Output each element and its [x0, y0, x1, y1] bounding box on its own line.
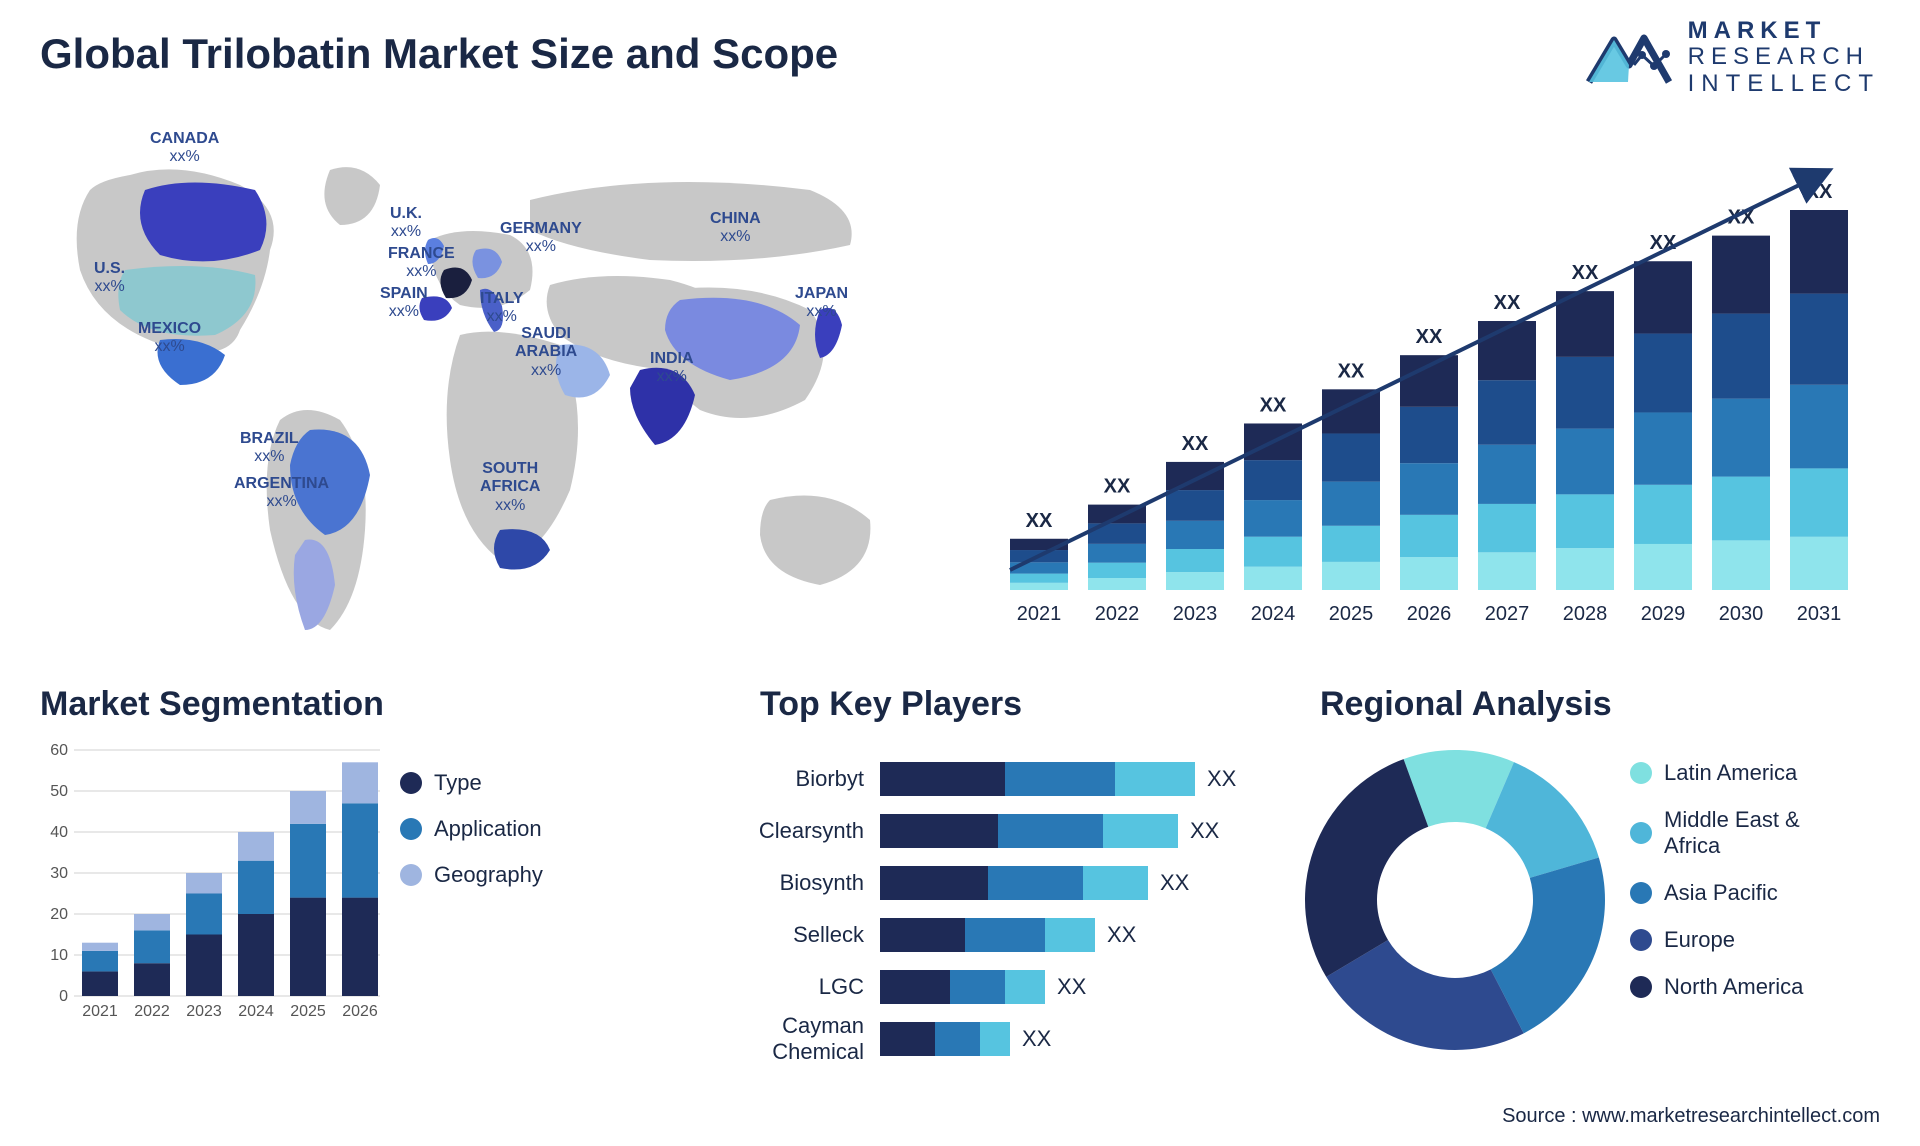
segmentation-title: Market Segmentation	[40, 685, 640, 724]
svg-text:2021: 2021	[1017, 603, 1062, 625]
svg-text:2028: 2028	[1563, 603, 1608, 625]
key-player-row: ClearsynthXX	[700, 807, 1300, 855]
svg-text:XX: XX	[1104, 476, 1131, 498]
svg-text:60: 60	[50, 742, 68, 759]
map-country-label: ITALYxx%	[480, 290, 524, 327]
svg-text:2027: 2027	[1485, 603, 1530, 625]
svg-text:50: 50	[50, 783, 68, 800]
logo-icon	[1584, 20, 1674, 96]
map-country-label: SOUTHAFRICAxx%	[480, 460, 540, 515]
map-country-label: INDIAxx%	[650, 350, 694, 387]
svg-text:XX: XX	[1338, 360, 1365, 382]
map-country-label: U.S.xx%	[94, 260, 125, 297]
svg-text:2029: 2029	[1641, 603, 1686, 625]
regional-legend-item: Asia Pacific	[1630, 880, 1803, 905]
regional-legend: Latin America Middle East &Africa Asia Pac…	[1630, 760, 1803, 1022]
svg-text:30: 30	[50, 865, 68, 882]
svg-text:10: 10	[50, 947, 68, 964]
map-country-label: BRAZILxx%	[240, 430, 299, 467]
map-country-label: SAUDIARABIAxx%	[515, 325, 577, 380]
svg-text:2021: 2021	[82, 1003, 118, 1020]
svg-text:2026: 2026	[1407, 603, 1452, 625]
segmentation-chart: 0 10 20 30 40 50 60 2021 2022 2023 2024 2025 2026	[40, 740, 380, 1050]
logo-line1: MARKET	[1688, 18, 1880, 44]
svg-text:XX: XX	[1026, 510, 1053, 532]
map-country-label: FRANCExx%	[388, 245, 455, 282]
key-players-title: Top Key Players	[760, 685, 1310, 724]
svg-text:0: 0	[59, 988, 68, 1005]
regional-legend-item: Latin America	[1630, 760, 1803, 785]
svg-text:XX: XX	[1416, 326, 1443, 348]
map-country-label: CANADAxx%	[150, 130, 219, 167]
map-country-label: U.K.xx%	[390, 205, 422, 242]
svg-text:2025: 2025	[1329, 603, 1374, 625]
svg-text:2031: 2031	[1797, 603, 1842, 625]
svg-text:XX: XX	[1260, 394, 1287, 416]
map-country-label: ARGENTINAxx%	[234, 475, 329, 512]
svg-text:2024: 2024	[238, 1003, 274, 1020]
key-player-row: LGCXX	[700, 963, 1300, 1011]
svg-text:XX: XX	[1182, 433, 1209, 455]
segmentation-legend-item: Type	[400, 770, 543, 796]
regional-donut	[1300, 745, 1610, 1055]
key-player-row: BiosynthXX	[700, 859, 1300, 907]
key-players-chart: BiorbytXXClearsynthXXBiosynthXXSelleckXX…	[700, 755, 1300, 1067]
source-text: Source : www.marketresearchintellect.com	[1502, 1105, 1880, 1128]
regional-legend-item: North America	[1630, 974, 1803, 999]
key-player-row: SelleckXX	[700, 911, 1300, 959]
page-title: Global Trilobatin Market Size and Scope	[40, 30, 838, 78]
svg-text:XX: XX	[1572, 262, 1599, 284]
svg-text:20: 20	[50, 906, 68, 923]
key-player-row: Cayman ChemicalXX	[700, 1015, 1300, 1063]
brand-logo: MARKET RESEARCH INTELLECT	[1584, 18, 1880, 97]
regional-legend-item: Europe	[1630, 927, 1803, 952]
world-map: CANADAxx% U.S.xx% MEXICOxx% BRAZILxx% ARGENT…	[30, 130, 900, 660]
logo-line2: RESEARCH	[1688, 44, 1880, 70]
logo-line3: INTELLECT	[1688, 71, 1880, 97]
segmentation-legend: Type Application Geography	[400, 770, 543, 908]
segmentation-legend-item: Application	[400, 816, 543, 842]
svg-text:2025: 2025	[290, 1003, 326, 1020]
map-country-label: SPAINxx%	[380, 285, 428, 322]
regional-legend-item: Middle East &Africa	[1630, 807, 1803, 858]
regional-title: Regional Analysis	[1320, 685, 1880, 724]
map-country-label: JAPANxx%	[795, 285, 848, 322]
segmentation-legend-item: Geography	[400, 862, 543, 888]
map-country-label: MEXICOxx%	[138, 320, 201, 357]
svg-text:2023: 2023	[186, 1003, 222, 1020]
svg-text:2022: 2022	[134, 1003, 170, 1020]
svg-text:2022: 2022	[1095, 603, 1140, 625]
key-player-row: BiorbytXX	[700, 755, 1300, 803]
svg-text:40: 40	[50, 824, 68, 841]
svg-text:2030: 2030	[1719, 603, 1764, 625]
svg-text:2023: 2023	[1173, 603, 1218, 625]
map-country-label: CHINAxx%	[710, 210, 761, 247]
svg-text:2026: 2026	[342, 1003, 378, 1020]
growth-chart: XX 2021 XX 2022 XX 2023 XX 2024 XX 2025 XX 2026 XX 20…	[960, 140, 1880, 660]
svg-text:XX: XX	[1806, 181, 1833, 203]
map-country-label: GERMANYxx%	[500, 220, 582, 257]
svg-text:2024: 2024	[1251, 603, 1296, 625]
svg-text:XX: XX	[1494, 292, 1521, 314]
